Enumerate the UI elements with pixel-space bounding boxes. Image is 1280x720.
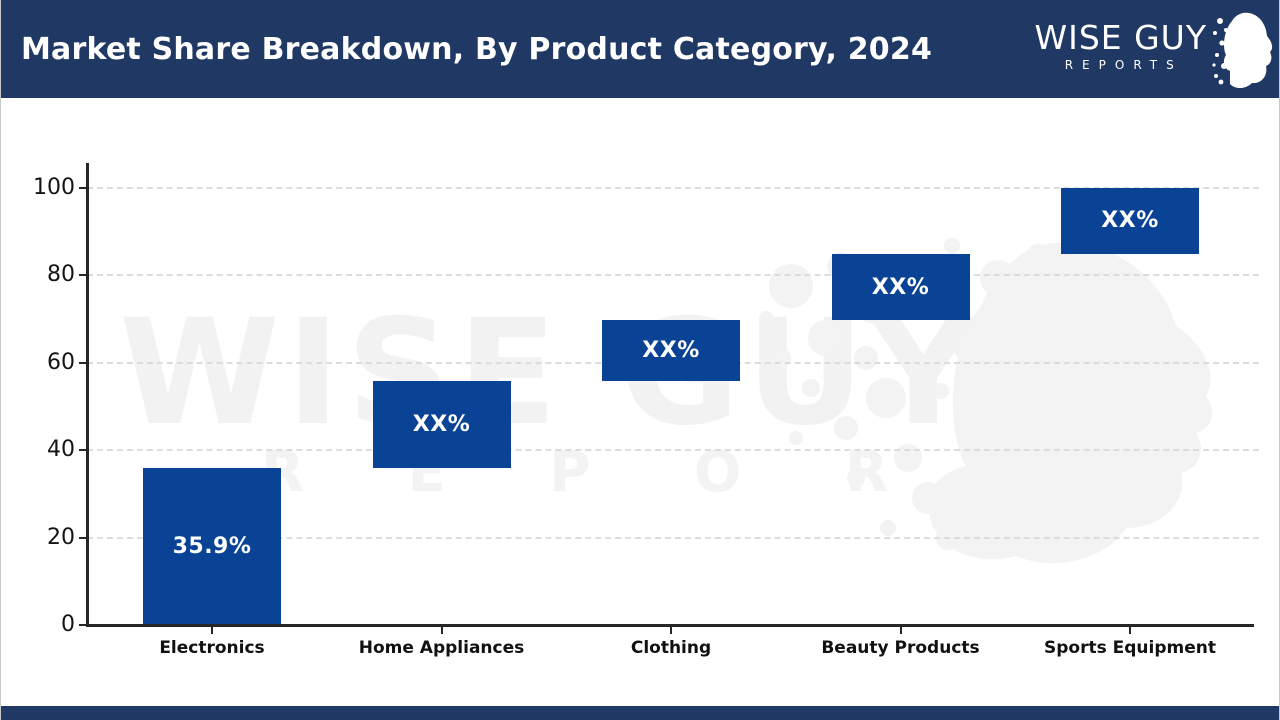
brand-subname: REPORTS xyxy=(1064,58,1183,72)
brand-logo: WISE GUY REPORTS xyxy=(1033,8,1273,92)
watermark-face-icon xyxy=(759,238,1213,564)
y-tick-label: 100 xyxy=(33,174,75,200)
y-tick-mark xyxy=(79,361,87,364)
y-tick-mark xyxy=(79,536,87,539)
bar: XX% xyxy=(831,254,970,321)
x-category-label: Home Appliances xyxy=(358,638,525,658)
bar: XX% xyxy=(602,320,740,381)
x-category-label: Sports Equipment xyxy=(1044,638,1216,658)
bar-value-label: XX% xyxy=(412,411,471,437)
y-tick-mark xyxy=(79,186,87,189)
x-tick-mark xyxy=(899,626,902,634)
y-tick-mark xyxy=(79,624,87,626)
y-axis-line xyxy=(86,163,89,626)
gridline xyxy=(87,449,1259,451)
gridline xyxy=(87,536,1259,539)
x-tick-mark xyxy=(211,626,213,634)
bar: 35.9% xyxy=(143,467,281,625)
brand-logo-text: WISE GUY REPORTS xyxy=(1034,18,1207,73)
header-bar: Market Share Breakdown, By Product Categ… xyxy=(1,0,1279,98)
x-category-label: Electronics xyxy=(159,638,265,658)
y-tick-label: 0 xyxy=(61,612,75,637)
bar-value-label: XX% xyxy=(642,337,700,363)
waterfall-chart: WISE GUY R E P O R T S 0 20 40 60 80 100 35.9%… xyxy=(1,98,1279,706)
brand-name: WISE GUY xyxy=(1034,18,1207,57)
gridline xyxy=(87,274,1259,276)
x-tick-mark xyxy=(670,626,672,634)
y-tick-label: 60 xyxy=(47,349,75,375)
y-tick-label: 40 xyxy=(47,437,75,462)
bar: XX% xyxy=(372,380,511,468)
y-tick-label: 20 xyxy=(47,524,75,550)
x-tick-mark xyxy=(440,626,443,634)
y-tick-label: 80 xyxy=(47,262,75,287)
bar-value-label: XX% xyxy=(871,274,930,300)
y-tick-mark xyxy=(79,449,87,451)
x-tick-mark xyxy=(1129,626,1131,634)
page-title: Market Share Breakdown, By Product Categ… xyxy=(21,31,933,67)
bar-value-label: 35.9% xyxy=(172,533,252,559)
x-category-label: Clothing xyxy=(630,638,712,658)
x-axis-line xyxy=(86,624,1254,627)
footer-bar xyxy=(1,706,1279,720)
brand-face-icon xyxy=(1212,12,1273,89)
gridline xyxy=(87,186,1259,189)
y-tick-mark xyxy=(79,274,87,276)
bar-value-label: XX% xyxy=(1101,208,1159,234)
bar: XX% xyxy=(1061,187,1199,254)
x-category-label: Beauty Products xyxy=(821,638,980,658)
